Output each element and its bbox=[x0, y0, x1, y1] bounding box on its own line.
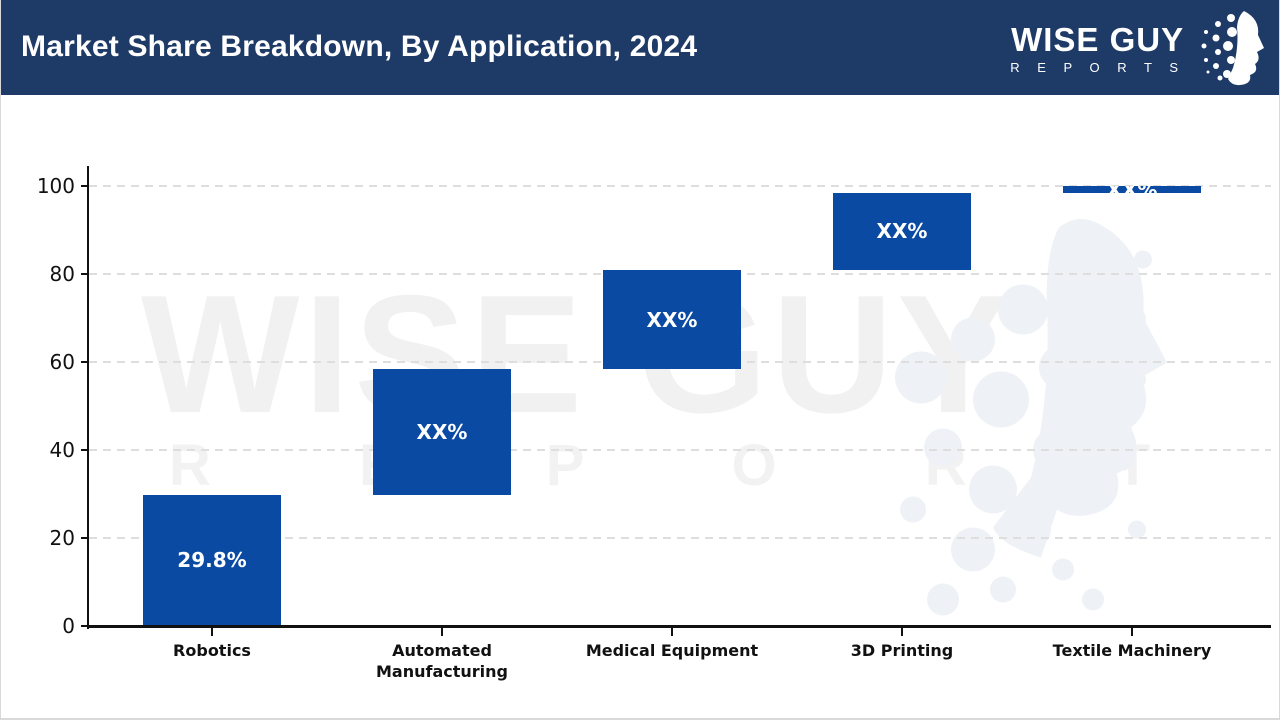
x-tick-mark-3 bbox=[901, 628, 903, 636]
bar-textile-machinery: XX% bbox=[1063, 186, 1201, 194]
brand-logo: WISE GUY R E P O R T S bbox=[1010, 8, 1265, 88]
y-tick-mark-0 bbox=[81, 625, 89, 627]
bar-value-label: 29.8% bbox=[177, 548, 247, 573]
x-axis-label-1: Automated Manufacturing bbox=[376, 641, 508, 681]
bar-value-label: XX% bbox=[416, 420, 468, 445]
y-tick-label-0: 0 bbox=[62, 614, 75, 638]
y-tick-label-100: 100 bbox=[36, 174, 75, 198]
y-tick-label-40: 40 bbox=[49, 438, 75, 462]
bar-value-label: XX% bbox=[646, 307, 698, 332]
bar-3d-printing: XX% bbox=[833, 193, 971, 270]
watermark-head-dots bbox=[895, 218, 1167, 616]
page-title: Market Share Breakdown, By Application, … bbox=[21, 30, 698, 63]
x-axis-label-4: Textile Machinery bbox=[1052, 641, 1212, 660]
bar-value-label: XX% bbox=[1107, 186, 1158, 193]
brand-head-icon bbox=[1201, 11, 1264, 86]
y-tick-label-20: 20 bbox=[49, 526, 75, 550]
bar-robotics: 29.8% bbox=[143, 494, 281, 626]
header-bar: Market Share Breakdown, By Application, … bbox=[1, 0, 1279, 95]
x-axis-line bbox=[87, 625, 1271, 628]
watermark-wiseguy-text: WISE GUY bbox=[141, 260, 1014, 448]
gridline-40 bbox=[89, 449, 1271, 451]
y-tick-mark-60 bbox=[81, 361, 89, 363]
y-tick-mark-20 bbox=[81, 537, 89, 539]
y-tick-mark-80 bbox=[81, 273, 89, 275]
bar-value-label: XX% bbox=[876, 219, 928, 244]
x-tick-mark-2 bbox=[671, 628, 673, 636]
y-tick-label-80: 80 bbox=[49, 262, 75, 286]
bar-medical-equipment: XX% bbox=[603, 269, 741, 370]
x-axis-label-3: 3D Printing bbox=[850, 641, 954, 660]
x-tick-mark-4 bbox=[1131, 628, 1133, 636]
brand-name: WISE GUY bbox=[1011, 21, 1185, 58]
y-tick-mark-40 bbox=[81, 449, 89, 451]
x-tick-mark-0 bbox=[211, 628, 213, 636]
y-tick-mark-100 bbox=[81, 185, 89, 187]
gridline-20 bbox=[89, 537, 1271, 539]
brand-subtitle: R E P O R T S bbox=[1010, 60, 1185, 75]
x-axis-label-2: Medical Equipment bbox=[585, 641, 759, 660]
x-tick-mark-1 bbox=[441, 628, 443, 636]
y-axis-line bbox=[87, 166, 89, 629]
x-axis-label-0: Robotics bbox=[173, 641, 251, 660]
bar-automated-manufacturing: XX% bbox=[373, 369, 511, 495]
gridline-100 bbox=[89, 185, 1271, 187]
y-tick-label-60: 60 bbox=[49, 350, 75, 374]
